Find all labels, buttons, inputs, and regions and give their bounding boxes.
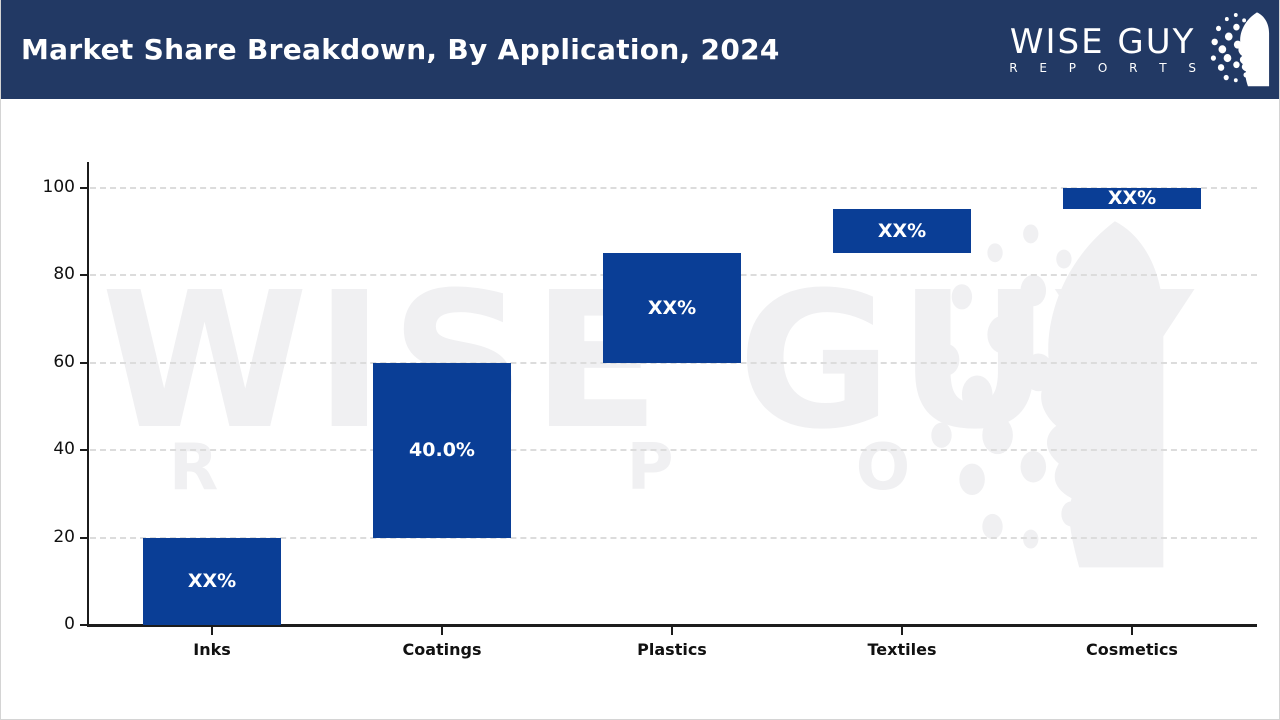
bar-Textiles: XX% [833, 209, 971, 254]
x-tick-Plastics [671, 627, 673, 635]
y-axis-spine [87, 162, 89, 627]
y-tick-label-60: 60 [53, 351, 75, 372]
gridline-20 [90, 536, 1257, 539]
bar-Plastics: XX% [603, 253, 741, 363]
gridline-60 [90, 361, 1257, 364]
brand-subtitle: R E P O R T S [1009, 61, 1205, 76]
x-tick-Inks [211, 627, 213, 635]
y-tick-label-80: 80 [53, 264, 75, 284]
bar-Cosmetics: XX% [1063, 187, 1201, 210]
bar-value-label-Coatings: 40.0% [409, 439, 475, 461]
bar-value-label-Cosmetics: XX% [1107, 187, 1157, 210]
x-category-label-Cosmetics: Cosmetics [1086, 640, 1178, 659]
header-bar: Market Share Breakdown, By Application, … [1, 0, 1279, 99]
x-category-label-Inks: Inks [193, 640, 231, 659]
bar-value-label-Plastics: XX% [647, 296, 697, 319]
y-tick-label-100: 100 [42, 176, 75, 197]
gridline-100 [90, 186, 1257, 189]
bar-Coatings: 40.0% [373, 362, 511, 538]
y-tick-80 [80, 274, 88, 276]
bar-value-label-Inks: XX% [187, 570, 237, 593]
y-tick-60 [80, 361, 88, 364]
y-tick-label-40: 40 [53, 439, 75, 459]
y-tick-40 [80, 449, 88, 451]
brand-wordmark: WISE GUY [1009, 21, 1196, 62]
x-axis-spine [87, 624, 1257, 627]
gridline-40 [90, 449, 1257, 451]
brand-logo-text: WISE GUY R E P O R T S [1000, 21, 1205, 76]
brand-logo: WISE GUY R E P O R T S [1000, 4, 1271, 96]
bar-value-label-Textiles: XX% [877, 220, 927, 243]
y-tick-label-20: 20 [53, 526, 75, 547]
y-tick-0 [80, 624, 88, 626]
y-tick-100 [80, 186, 88, 189]
y-tick-20 [80, 536, 88, 539]
x-tick-Cosmetics [1131, 627, 1133, 635]
x-tick-Coatings [441, 627, 443, 635]
brand-face-icon [1210, 12, 1270, 87]
x-category-label-Plastics: Plastics [637, 640, 707, 659]
y-tick-label-0: 0 [64, 614, 75, 634]
bar-Inks: XX% [143, 537, 281, 625]
x-category-label-Coatings: Coatings [402, 640, 482, 659]
x-category-label-Textiles: Textiles [867, 640, 937, 659]
page-title: Market Share Breakdown, By Application, … [21, 33, 780, 66]
x-tick-Textiles [901, 627, 903, 635]
